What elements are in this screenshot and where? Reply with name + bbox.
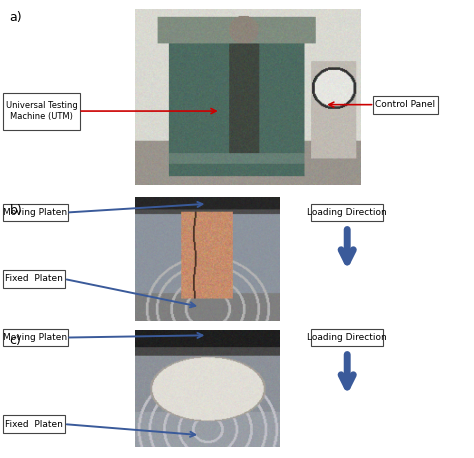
FancyBboxPatch shape — [3, 270, 65, 288]
FancyBboxPatch shape — [3, 204, 68, 221]
FancyBboxPatch shape — [373, 96, 438, 114]
Text: Universal Testing
Machine (UTM): Universal Testing Machine (UTM) — [6, 101, 77, 121]
Text: Moving Platen: Moving Platen — [3, 208, 68, 217]
Text: Control Panel: Control Panel — [375, 100, 435, 109]
FancyBboxPatch shape — [3, 93, 80, 130]
FancyBboxPatch shape — [311, 329, 383, 346]
FancyBboxPatch shape — [311, 204, 383, 221]
Text: a): a) — [9, 11, 22, 24]
Text: c): c) — [9, 334, 21, 347]
Text: Loading Direction: Loading Direction — [307, 208, 387, 217]
FancyBboxPatch shape — [3, 415, 65, 433]
Text: Loading Direction: Loading Direction — [307, 333, 387, 342]
FancyBboxPatch shape — [3, 329, 68, 346]
Text: Moving Platen: Moving Platen — [3, 333, 68, 342]
Text: Fixed  Platen: Fixed Platen — [5, 420, 64, 429]
Text: Fixed  Platen: Fixed Platen — [5, 274, 64, 284]
Text: b): b) — [9, 204, 22, 217]
